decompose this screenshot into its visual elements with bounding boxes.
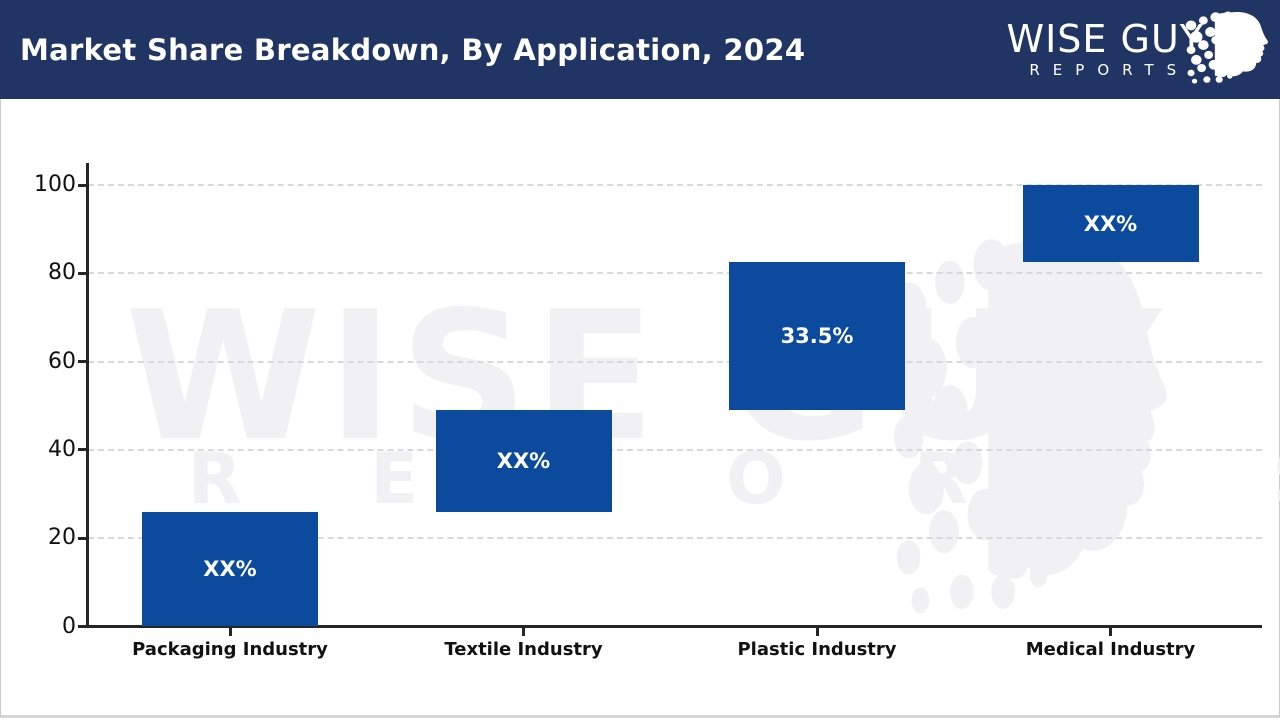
- y-tick: [78, 271, 86, 275]
- y-axis: [86, 163, 89, 628]
- bar-value-label: XX%: [1083, 211, 1138, 236]
- bar-value-label: XX%: [203, 557, 257, 582]
- x-tick-label: Plastic Industry: [737, 639, 897, 660]
- logo-head-icon: [1185, 10, 1268, 84]
- bar-value-label: XX%: [496, 448, 551, 473]
- y-tick-label: 40: [48, 436, 76, 462]
- bar-plastic-industry: 33.5%: [729, 262, 905, 411]
- x-tick: [228, 628, 232, 636]
- x-tick: [522, 628, 525, 636]
- y-tick: [78, 448, 86, 452]
- x-tick: [1109, 628, 1112, 636]
- gridline: [88, 360, 1262, 363]
- x-tick-label: Packaging Industry: [132, 639, 328, 660]
- y-tick-label: 0: [62, 613, 76, 639]
- gridline: [88, 537, 1262, 540]
- gridline: [88, 448, 1262, 451]
- logo-wordmark: WISE GUY REPORTS: [1006, 17, 1204, 79]
- bar-textile-industry: XX%: [435, 410, 612, 512]
- y-tick-label: 80: [48, 260, 76, 286]
- y-tick-label: 100: [34, 172, 76, 197]
- bar-value-label: 33.5%: [780, 324, 854, 349]
- y-tick: [78, 536, 86, 540]
- x-tick: [815, 628, 819, 636]
- y-tick: [78, 183, 86, 187]
- gridline: [88, 184, 1262, 186]
- chart-title: Market Share Breakdown, By Application, …: [20, 32, 806, 67]
- y-tick: [78, 360, 86, 364]
- y-tick-label: 60: [48, 348, 76, 374]
- logo-wordmark-line2: REPORTS: [1029, 60, 1190, 79]
- logo-wordmark-line1: WISE GUY: [1006, 17, 1204, 62]
- y-tick-label: 20: [48, 525, 76, 551]
- x-tick-label: Medical Industry: [1025, 639, 1196, 660]
- y-tick: [78, 625, 86, 628]
- x-tick-label: Textile Industry: [444, 639, 603, 660]
- x-axis: [86, 625, 1262, 628]
- bar-packaging-industry: XX%: [142, 511, 318, 627]
- wise-guy-reports-logo: WISE GUY REPORTS: [1007, 9, 1272, 91]
- gridline: [88, 272, 1262, 275]
- bar-medical-industry: XX%: [1022, 185, 1199, 263]
- header-banner: Market Share Breakdown, By Application, …: [0, 0, 1280, 99]
